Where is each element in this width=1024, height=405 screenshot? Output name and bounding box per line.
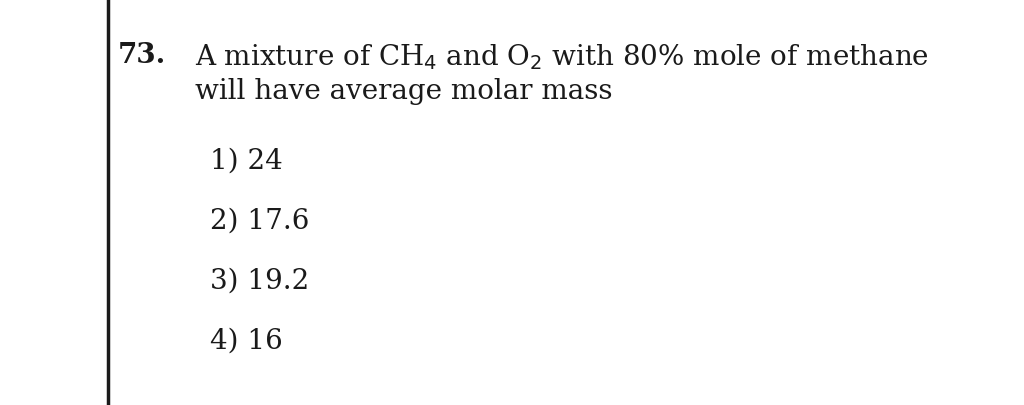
Text: will have average molar mass: will have average molar mass (195, 78, 612, 105)
Text: 4) 16: 4) 16 (210, 328, 283, 355)
Text: 1) 24: 1) 24 (210, 148, 283, 175)
Text: 2) 17.6: 2) 17.6 (210, 208, 309, 235)
Text: 3) 19.2: 3) 19.2 (210, 268, 309, 295)
Text: A mixture of CH$_4$ and O$_2$ with 80% mole of methane: A mixture of CH$_4$ and O$_2$ with 80% m… (195, 42, 929, 72)
Text: 73.: 73. (118, 42, 166, 69)
